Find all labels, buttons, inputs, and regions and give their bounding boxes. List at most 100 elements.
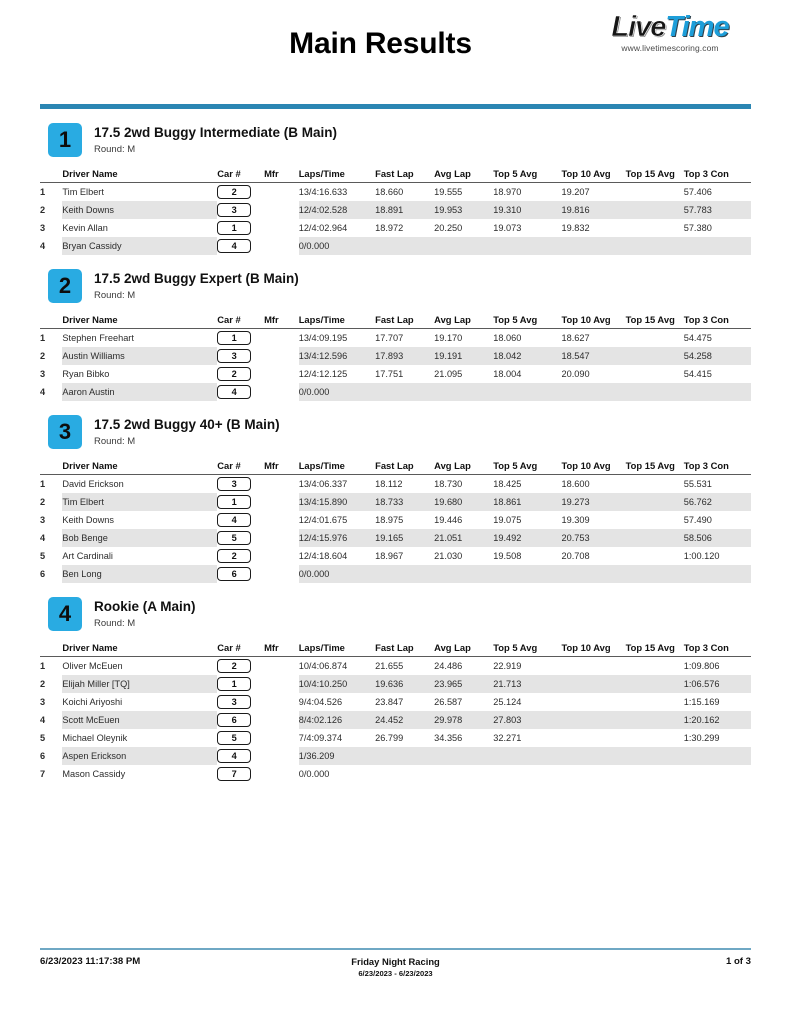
cell-position: 4 (40, 715, 46, 725)
table-row: 2 Keith Downs 3 12/4:02.528 18.891 19.953 19.3… (40, 201, 751, 219)
col-t5: Top 5 Avg (493, 642, 562, 657)
cell-t10 (561, 711, 626, 729)
cell-car-number: 1 (217, 329, 264, 348)
cell-avg: 19.446 (434, 515, 463, 525)
cell-avg (434, 565, 494, 583)
cell-fast: 21.655 (375, 661, 404, 671)
cell-t3: 1:15.169 (683, 697, 720, 707)
cell-t15 (625, 711, 684, 729)
table-row: 4 Bryan Cassidy 4 0/0.000 (40, 237, 751, 255)
col-avg: Avg Lap (434, 460, 494, 475)
logo-live-text: Live (611, 11, 667, 43)
cell-t5 (493, 765, 561, 783)
cell-position: 1 (40, 333, 46, 343)
cell-position: 5 (40, 551, 46, 561)
cell-t5: 21.713 (493, 675, 562, 693)
col-car: Car # (217, 168, 265, 183)
section-title: Rookie (A Main) (94, 599, 196, 614)
col-t10: Top 10 Avg (561, 314, 626, 329)
cell-fast: 18.733 (375, 493, 435, 511)
cell-laps: 10/4:10.250 (298, 675, 376, 693)
cell-avg: 21.051 (434, 529, 494, 547)
cell-t10: 18.600 (561, 479, 590, 489)
cell-laps: 13/4:09.195 (298, 333, 348, 343)
cell-name: Keith Downs (62, 515, 114, 525)
footer-timestamp: 6/23/2023 11:17:38 PM (40, 956, 141, 967)
cell-name: David Erickson (62, 479, 124, 489)
cell-t10: 20.753 (561, 529, 626, 547)
cell-t15 (625, 675, 684, 693)
cell-t10: 19.309 (561, 515, 590, 525)
page-footer: 6/23/2023 11:17:38 PM Friday Night Racin… (40, 948, 751, 978)
cell-t3: 1:00.120 (683, 551, 720, 561)
cell-t5: 19.310 (493, 201, 562, 219)
cell-t5: 18.060 (493, 333, 522, 343)
cell-t10: 19.816 (561, 201, 626, 219)
cell-car-number: 3 (217, 693, 264, 711)
cell-car-number: 4 (217, 383, 264, 401)
cell-position: 1 (40, 661, 46, 671)
cell-t5: 19.073 (493, 223, 522, 233)
cell-avg: 26.587 (434, 697, 463, 707)
cell-mfr (264, 511, 299, 529)
cell-t15 (625, 747, 684, 765)
col-t15: Top 15 Avg (625, 460, 684, 475)
cell-fast: 18.972 (375, 223, 404, 233)
cell-t15 (625, 529, 684, 547)
cell-t3: 54.475 (683, 333, 712, 343)
cell-name: Bob Benge (62, 529, 218, 547)
col-t3: Top 3 Con (683, 460, 751, 475)
cell-t10: 19.273 (561, 493, 626, 511)
cell-position: 7 (40, 769, 46, 779)
cell-laps: 13/4:12.596 (298, 347, 376, 365)
col-t3: Top 3 Con (683, 168, 751, 183)
cell-name: Kevin Allan (62, 223, 108, 233)
cell-mfr (264, 657, 299, 676)
cell-laps: 13/4:06.337 (298, 479, 348, 489)
cell-car-number: 2 (217, 657, 264, 676)
cell-mfr (264, 201, 299, 219)
cell-car-number: 5 (217, 729, 264, 747)
section-title-block: 17.5 2wd Buggy 40+ (B Main) Round: M (94, 415, 280, 448)
car-number-badge: 6 (217, 713, 252, 727)
cell-position: 4 (40, 387, 46, 397)
car-number-badge: 7 (217, 767, 252, 781)
cell-car-number: 3 (217, 201, 264, 219)
cell-t10: 18.627 (561, 333, 590, 343)
cell-t15 (626, 547, 684, 565)
cell-t10: 20.090 (561, 369, 590, 379)
race-section: 1 17.5 2wd Buggy Intermediate (B Main) Rou… (40, 123, 751, 255)
cell-position: 6 (40, 569, 46, 579)
cell-avg: 23.965 (434, 675, 494, 693)
cell-position: 4 (40, 533, 46, 543)
footer-event-dates: 6/23/2023 - 6/23/2023 (358, 969, 433, 978)
cell-mfr (264, 183, 299, 202)
cell-car-number: 5 (217, 529, 264, 547)
cell-laps: 12/4:12.125 (298, 369, 348, 379)
cell-t3 (683, 383, 751, 401)
footer-divider (40, 948, 751, 950)
col-car: Car # (217, 460, 265, 475)
car-number-badge: 6 (217, 567, 252, 581)
table-row: 2 Tim Elbert 1 13/4:15.890 18.733 19.680 18.86… (40, 493, 751, 511)
cell-t3: 57.380 (683, 223, 712, 233)
cell-mfr (264, 729, 299, 747)
table-row: 6 Ben Long 6 0/0.000 (40, 565, 751, 583)
cell-t10: 19.832 (561, 223, 590, 233)
header-divider (40, 104, 751, 109)
cell-mfr (264, 219, 299, 237)
cell-laps: 7/4:09.374 (298, 733, 343, 743)
car-number-badge: 1 (217, 331, 252, 345)
col-t3: Top 3 Con (683, 314, 751, 329)
col-t15: Top 15 Avg (625, 642, 684, 657)
cell-t10 (561, 765, 625, 783)
section-title: 17.5 2wd Buggy Intermediate (B Main) (94, 125, 338, 140)
cell-t10 (561, 565, 626, 583)
cell-mfr (264, 547, 299, 565)
cell-t5: 25.124 (493, 697, 522, 707)
cell-car-number: 2 (217, 547, 264, 565)
table-row: 5 Art Cardinali 2 12/4:18.604 18.967 21.030 19… (40, 547, 751, 565)
cell-t5: 19.075 (493, 515, 522, 525)
cell-t3: 1:06.576 (683, 675, 751, 693)
cell-laps: 9/4:04.526 (298, 697, 343, 707)
